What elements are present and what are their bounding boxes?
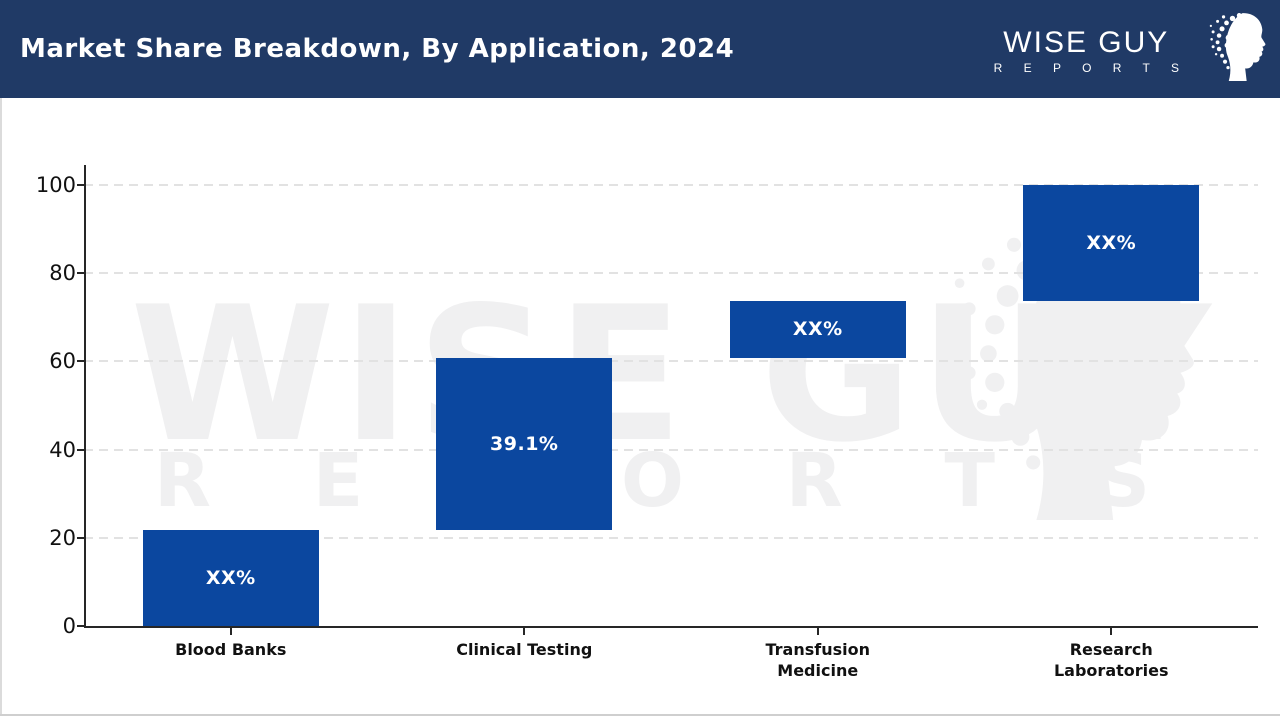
chart-title: Market Share Breakdown, By Application, … xyxy=(20,34,735,64)
bar-value-label-transfusion-medicine: XX% xyxy=(792,318,843,341)
wise-guy-logo: WISE GUY R E P O R T S xyxy=(985,10,1272,85)
y-tick-mark-80 xyxy=(77,272,84,275)
bottom-border xyxy=(0,714,1280,716)
logo-head-icon xyxy=(1209,13,1266,82)
y-tick-label-80: 80 xyxy=(49,261,76,286)
y-tick-mark-60 xyxy=(77,360,84,363)
logo-wordmark: WISE GUY xyxy=(1003,25,1170,59)
logo-wordmark-block: WISE GUY R E P O R T S xyxy=(985,25,1188,75)
x-tick-mark-clinical-testing xyxy=(523,628,526,635)
bar-clinical-testing: 39.1% xyxy=(436,357,613,531)
x-tick-label-research-laboratories: Research Laboratories xyxy=(1053,640,1169,680)
x-tick-label-blood-banks: Blood Banks xyxy=(175,640,287,659)
bar-transfusion-medicine: XX% xyxy=(729,300,906,358)
bar-value-label-blood-banks: XX% xyxy=(205,567,256,590)
y-tick-mark-0 xyxy=(77,625,84,627)
y-tick-label-40: 40 xyxy=(49,437,76,462)
watermark-subtitle: R E P O R T S xyxy=(154,438,1189,524)
bar-research-laboratories: XX% xyxy=(1023,185,1200,301)
bar-blood-banks: XX% xyxy=(142,530,319,626)
x-tick-label-clinical-testing: Clinical Testing xyxy=(456,640,593,659)
y-tick-mark-100 xyxy=(77,184,84,186)
x-tick-mark-blood-banks xyxy=(229,628,232,635)
x-tick-mark-transfusion-medicine xyxy=(816,628,819,635)
gridline-y80 xyxy=(84,272,1258,275)
gridline-y40 xyxy=(84,448,1258,451)
bar-value-label-clinical-testing: 39.1% xyxy=(490,433,559,456)
y-tick-label-60: 60 xyxy=(49,349,76,374)
header-bar: Market Share Breakdown, By Application, … xyxy=(0,0,1280,98)
y-tick-mark-20 xyxy=(77,536,84,539)
y-axis-line xyxy=(84,165,86,628)
y-tick-label-20: 20 xyxy=(49,525,76,550)
gridline-y60 xyxy=(84,360,1258,363)
gridline-y100 xyxy=(84,184,1258,186)
x-axis-line xyxy=(84,626,1258,628)
bar-value-label-research-laboratories: XX% xyxy=(1086,231,1137,254)
y-tick-mark-40 xyxy=(77,448,84,451)
logo-subtitle: R E P O R T S xyxy=(993,60,1188,75)
y-tick-label-0: 0 xyxy=(62,614,76,638)
gridline-y20 xyxy=(84,536,1258,539)
x-tick-mark-research-laboratories xyxy=(1110,628,1113,635)
x-tick-label-transfusion-medicine: Transfusion Medicine xyxy=(765,640,871,680)
y-tick-label-100: 100 xyxy=(35,173,76,197)
